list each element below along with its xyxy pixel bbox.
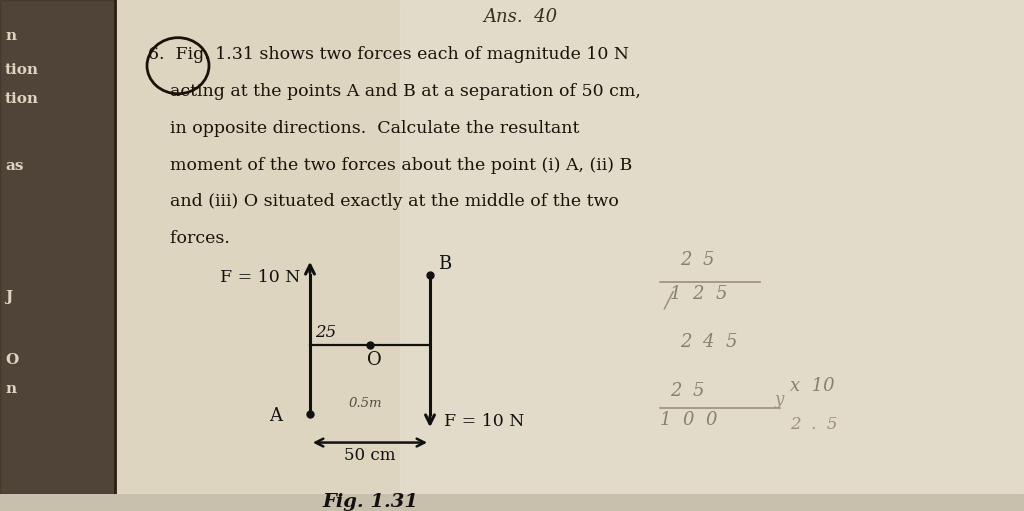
- Text: F = 10 N: F = 10 N: [220, 269, 300, 286]
- Text: Fig. 1.31: Fig. 1.31: [322, 493, 418, 511]
- Text: 50 cm: 50 cm: [344, 448, 395, 464]
- Text: F = 10 N: F = 10 N: [444, 413, 524, 430]
- Text: 25: 25: [315, 324, 336, 341]
- Text: 2  5: 2 5: [680, 251, 715, 269]
- Text: forces.: forces.: [148, 230, 229, 247]
- Text: acting at the points A and B at a separation of 50 cm,: acting at the points A and B at a separa…: [148, 83, 641, 100]
- Bar: [0, 0, 115, 494]
- Text: y: y: [775, 391, 784, 408]
- Text: x  10: x 10: [790, 377, 835, 395]
- Text: 2  4  5: 2 4 5: [680, 333, 737, 352]
- Text: tion: tion: [5, 63, 39, 77]
- Text: n: n: [5, 382, 16, 396]
- Text: J: J: [5, 290, 12, 304]
- Text: 6.  Fig. 1.31 shows two forces each of magnitude 10 N: 6. Fig. 1.31 shows two forces each of ma…: [148, 47, 629, 63]
- Text: B: B: [438, 256, 452, 273]
- Text: tion: tion: [5, 92, 39, 106]
- Bar: [115, 0, 1024, 494]
- Text: 2  .  5: 2 . 5: [790, 415, 838, 432]
- Bar: [400, 0, 1024, 494]
- Text: O: O: [367, 351, 381, 369]
- Text: in opposite directions.  Calculate the resultant: in opposite directions. Calculate the re…: [148, 120, 580, 137]
- Text: and (iii) O situated exactly at the middle of the two: and (iii) O situated exactly at the midd…: [148, 193, 618, 210]
- Text: as: as: [5, 159, 24, 173]
- Text: moment of the two forces about the point (i) A, (ii) B: moment of the two forces about the point…: [148, 156, 632, 174]
- Text: 0.5m: 0.5m: [348, 397, 382, 410]
- Text: Ans.  40: Ans. 40: [483, 8, 557, 26]
- Text: A: A: [269, 407, 282, 425]
- Text: 1  2  5: 1 2 5: [670, 285, 727, 303]
- Text: 2  5: 2 5: [670, 382, 705, 400]
- Text: O: O: [5, 353, 18, 367]
- Text: n: n: [5, 29, 16, 43]
- Text: /: /: [665, 290, 673, 312]
- Text: 1  0  0: 1 0 0: [660, 411, 718, 429]
